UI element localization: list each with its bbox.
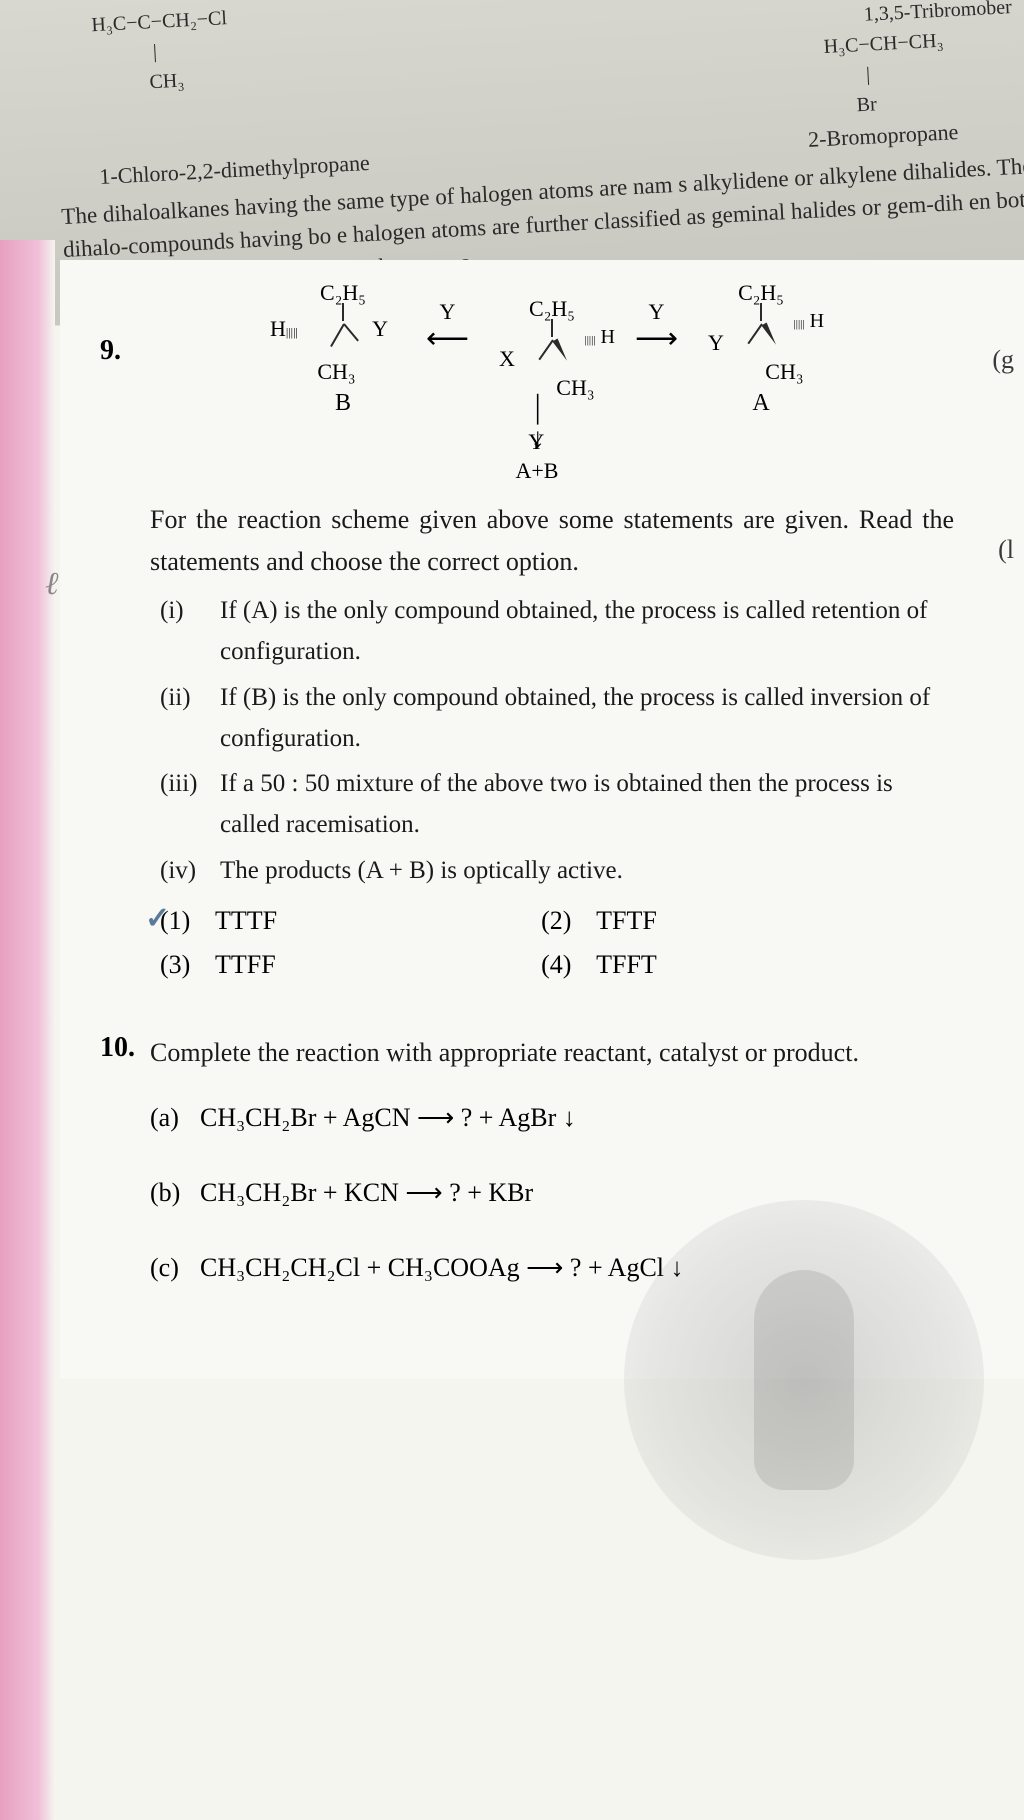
- wedge-bond: [552, 339, 569, 363]
- pink-page-edge: [0, 240, 55, 1820]
- reaction-b: (b) CH₃CH₂Br + KCN ⟶ ? + KBr: [150, 1164, 954, 1221]
- formula-left-line: |: [152, 37, 158, 67]
- reaction-a-text: CH₃CH₂Br + AgCN ⟶ ? + AgBr ↓: [200, 1089, 576, 1146]
- q9-options: ✓ (1) TTTF (2) TFTF (3) TTFF (4): [150, 899, 954, 987]
- q10-text: Complete the reaction with appropriate r…: [150, 1032, 954, 1074]
- reaction-c-text: CH₃CH₂CH₂Cl + CH₃COOAg ⟶ ? + AgCl ↓: [200, 1239, 684, 1296]
- reaction-c: (c) CH₃CH₂CH₂Cl + CH₃COOAg ⟶ ? + AgCl ↓: [150, 1239, 954, 1296]
- mol-a-ch3: CH₃: [765, 359, 803, 385]
- option-3: (3) TTFF: [160, 943, 541, 987]
- mol-b-y: Y: [372, 316, 388, 342]
- reaction-a: (a) CH₃CH₂Br + AgCN ⟶ ? + AgBr ↓: [150, 1089, 954, 1146]
- molecule-center: C₂H₅ X ||||| H CH₃: [487, 296, 617, 401]
- opt-4-text: TFFT: [596, 943, 657, 987]
- mol-a-y: Y: [708, 330, 724, 356]
- right-edge-l: (l: [998, 535, 1014, 565]
- mol-b-ch3: CH₃: [317, 359, 355, 385]
- opt-2-text: TFTF: [596, 899, 657, 943]
- stmt-4-num: (iv): [160, 850, 220, 891]
- opt-3-num: (3): [160, 943, 215, 987]
- opt-1-text: TTTF: [215, 899, 277, 943]
- label-B: B: [278, 390, 408, 417]
- stmt-1: (i) If (A) is the only compound obtained…: [160, 590, 954, 673]
- label-A: A: [696, 390, 826, 417]
- stmt-3: (iii) If a 50 : 50 mixture of the above …: [160, 763, 954, 846]
- stmt-4-text: The products (A + B) is optically active…: [220, 850, 623, 891]
- molecule-B: C₂H₅ H||||| Y CH₃ B: [278, 280, 408, 417]
- right-edge-g: (g: [992, 345, 1014, 375]
- reaction-b-text: CH₃CH₂Br + KCN ⟶ ? + KBr: [200, 1164, 533, 1221]
- arrow-right-y: Y: [649, 299, 665, 325]
- formula-right-line: |: [865, 60, 871, 90]
- mol-c-x: X: [499, 346, 515, 372]
- question-10: 10. Complete the reaction with appropria…: [100, 1032, 954, 1314]
- arrow-left: Y ⟵: [426, 321, 469, 356]
- opt-2-num: (2): [541, 899, 596, 943]
- reaction-scheme: C₂H₅ H||||| Y CH₃ B: [150, 280, 954, 484]
- check-mark-icon: ✓: [145, 901, 170, 936]
- formula-right-mid2: Br: [856, 89, 878, 120]
- stmt-1-num: (i): [160, 590, 220, 673]
- reaction-b-label: (b): [150, 1164, 200, 1221]
- stmt-3-num: (iii): [160, 763, 220, 846]
- wedge-bond-a: [761, 323, 778, 347]
- opt-4-num: (4): [541, 943, 596, 987]
- mol-b-h: H|||||: [270, 316, 298, 342]
- stmt-2-num: (ii): [160, 677, 220, 760]
- stmt-3-text: If a 50 : 50 mixture of the above two is…: [220, 763, 954, 846]
- reaction-a-label: (a): [150, 1089, 200, 1146]
- formula-left-mid: CH₃: [149, 65, 185, 97]
- label-AB: A+B: [120, 458, 954, 484]
- arrow-down: ⏐↓: [530, 397, 546, 453]
- pencil-mark: ℓ: [45, 565, 58, 602]
- stmt-2: (ii) If (B) is the only compound obtaine…: [160, 677, 954, 760]
- stmt-4: (iv) The products (A + B) is optically a…: [160, 850, 954, 891]
- arrow-right: Y ⟶: [635, 321, 678, 356]
- name-right: 2-Bromopropane: [807, 115, 959, 156]
- arrow-down-block: Y ⏐↓ A+B: [120, 397, 954, 484]
- main-content-area: (g (l 9. C₂H₅ H||||| Y: [60, 260, 1024, 1379]
- mol-c-h: ||||| H: [585, 326, 615, 349]
- opt-3-text: TTFF: [215, 943, 276, 987]
- q9-text: For the reaction scheme given above some…: [150, 499, 954, 582]
- arrow-left-y: Y: [440, 299, 456, 325]
- stmt-2-text: If (B) is the only compound obtained, th…: [220, 677, 954, 760]
- stmt-1-text: If (A) is the only compound obtained, th…: [220, 590, 954, 673]
- mol-c-ch3: CH₃: [556, 375, 594, 401]
- mol-a-h: ||||| H: [794, 310, 824, 333]
- reaction-c-label: (c): [150, 1239, 200, 1296]
- question-9: 9. C₂H₅ H||||| Y: [100, 280, 954, 987]
- option-4: (4) TFFT: [541, 943, 922, 987]
- formula-right-mid: H₃C−CH−CH₃: [823, 26, 944, 62]
- molecule-A: C₂H₅ Y ||||| H CH₃ A: [696, 280, 826, 417]
- q10-number: 10.: [100, 1032, 150, 1314]
- q9-statements: (i) If (A) is the only compound obtained…: [150, 590, 954, 891]
- q10-reactions: (a) CH₃CH₂Br + AgCN ⟶ ? + AgBr ↓ (b) CH₃…: [150, 1089, 954, 1297]
- option-1: (1) TTTF: [160, 899, 541, 943]
- option-2: (2) TFTF: [541, 899, 922, 943]
